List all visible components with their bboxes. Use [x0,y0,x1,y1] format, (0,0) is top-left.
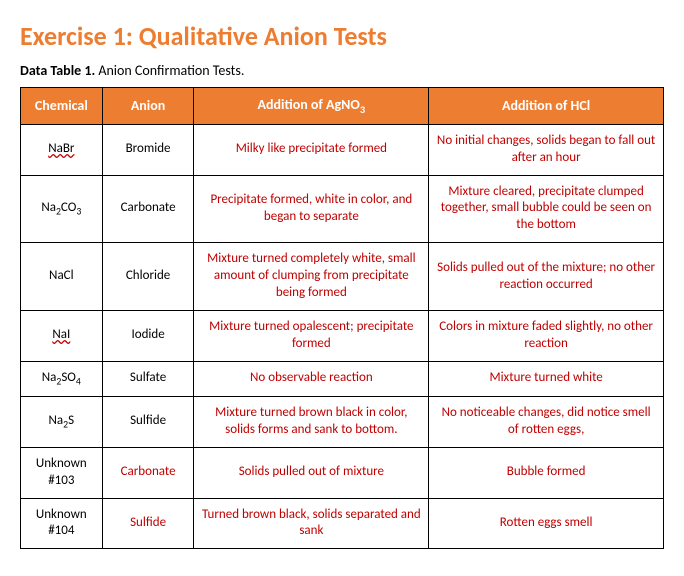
col-hcl: Addition of HCl [429,88,664,125]
cell-hcl: No noticeable changes, did notice smell … [429,396,664,447]
cell-chemical: Na2SO4 [21,361,103,396]
table-row: Unknown #103CarbonateSolids pulled out o… [21,447,664,498]
cell-chemical: NaCl [21,243,103,311]
anion-table: Chemical Anion Addition of AgNO3 Additio… [20,87,664,549]
cell-hcl: Solids pulled out of the mixture; no oth… [429,243,664,311]
cell-hcl: Colors in mixture faded slightly, no oth… [429,310,664,361]
table-row: NaBrBromideMilky like precipitate formed… [21,124,664,175]
cell-agno3: Precipitate formed, white in color, and … [194,175,429,243]
table-header-row: Chemical Anion Addition of AgNO3 Additio… [21,88,664,125]
cell-anion: Carbonate [102,175,194,243]
cell-agno3: No observable reaction [194,361,429,396]
table-row: NaIIodideMixture turned opalescent; prec… [21,310,664,361]
cell-hcl: Mixture turned white [429,361,664,396]
cell-hcl: Mixture cleared, precipitate clumped tog… [429,175,664,243]
cell-anion: Sulfate [102,361,194,396]
cell-agno3: Milky like precipitate formed [194,124,429,175]
col-chemical: Chemical [21,88,103,125]
cell-anion: Carbonate [102,447,194,498]
cell-anion: Sulfide [102,396,194,447]
col-anion: Anion [102,88,194,125]
caption-bold: Data Table 1. [20,62,95,79]
page-title: Exercise 1: Qualitative Anion Tests [20,20,664,52]
cell-anion: Bromide [102,124,194,175]
cell-anion: Sulfide [102,498,194,549]
table-row: Na2SO4SulfateNo observable reactionMixtu… [21,361,664,396]
cell-hcl: No initial changes, solids began to fall… [429,124,664,175]
cell-chemical: Na2S [21,396,103,447]
cell-chemical: Unknown #104 [21,498,103,549]
cell-hcl: Rotten eggs smell [429,498,664,549]
cell-agno3: Mixture turned completely white, small a… [194,243,429,311]
table-row: Unknown #104SulfideTurned brown black, s… [21,498,664,549]
cell-anion: Iodide [102,310,194,361]
cell-chemical: Unknown #103 [21,447,103,498]
cell-agno3: Turned brown black, solids separated and… [194,498,429,549]
cell-anion: Chloride [102,243,194,311]
cell-chemical: NaI [21,310,103,361]
cell-chemical: Na2CO3 [21,175,103,243]
table-caption: Data Table 1. Anion Confirmation Tests. [20,62,664,79]
cell-agno3: Mixture turned brown black in color, sol… [194,396,429,447]
cell-agno3: Solids pulled out of mixture [194,447,429,498]
cell-hcl: Bubble formed [429,447,664,498]
cell-chemical: NaBr [21,124,103,175]
table-row: Na2SSulfideMixture turned brown black in… [21,396,664,447]
caption-rest: Anion Confirmation Tests. [95,62,244,79]
cell-agno3: Mixture turned opalescent; precipitate f… [194,310,429,361]
table-row: NaClChlorideMixture turned completely wh… [21,243,664,311]
table-row: Na2CO3CarbonatePrecipitate formed, white… [21,175,664,243]
col-agno3: Addition of AgNO3 [194,88,429,125]
